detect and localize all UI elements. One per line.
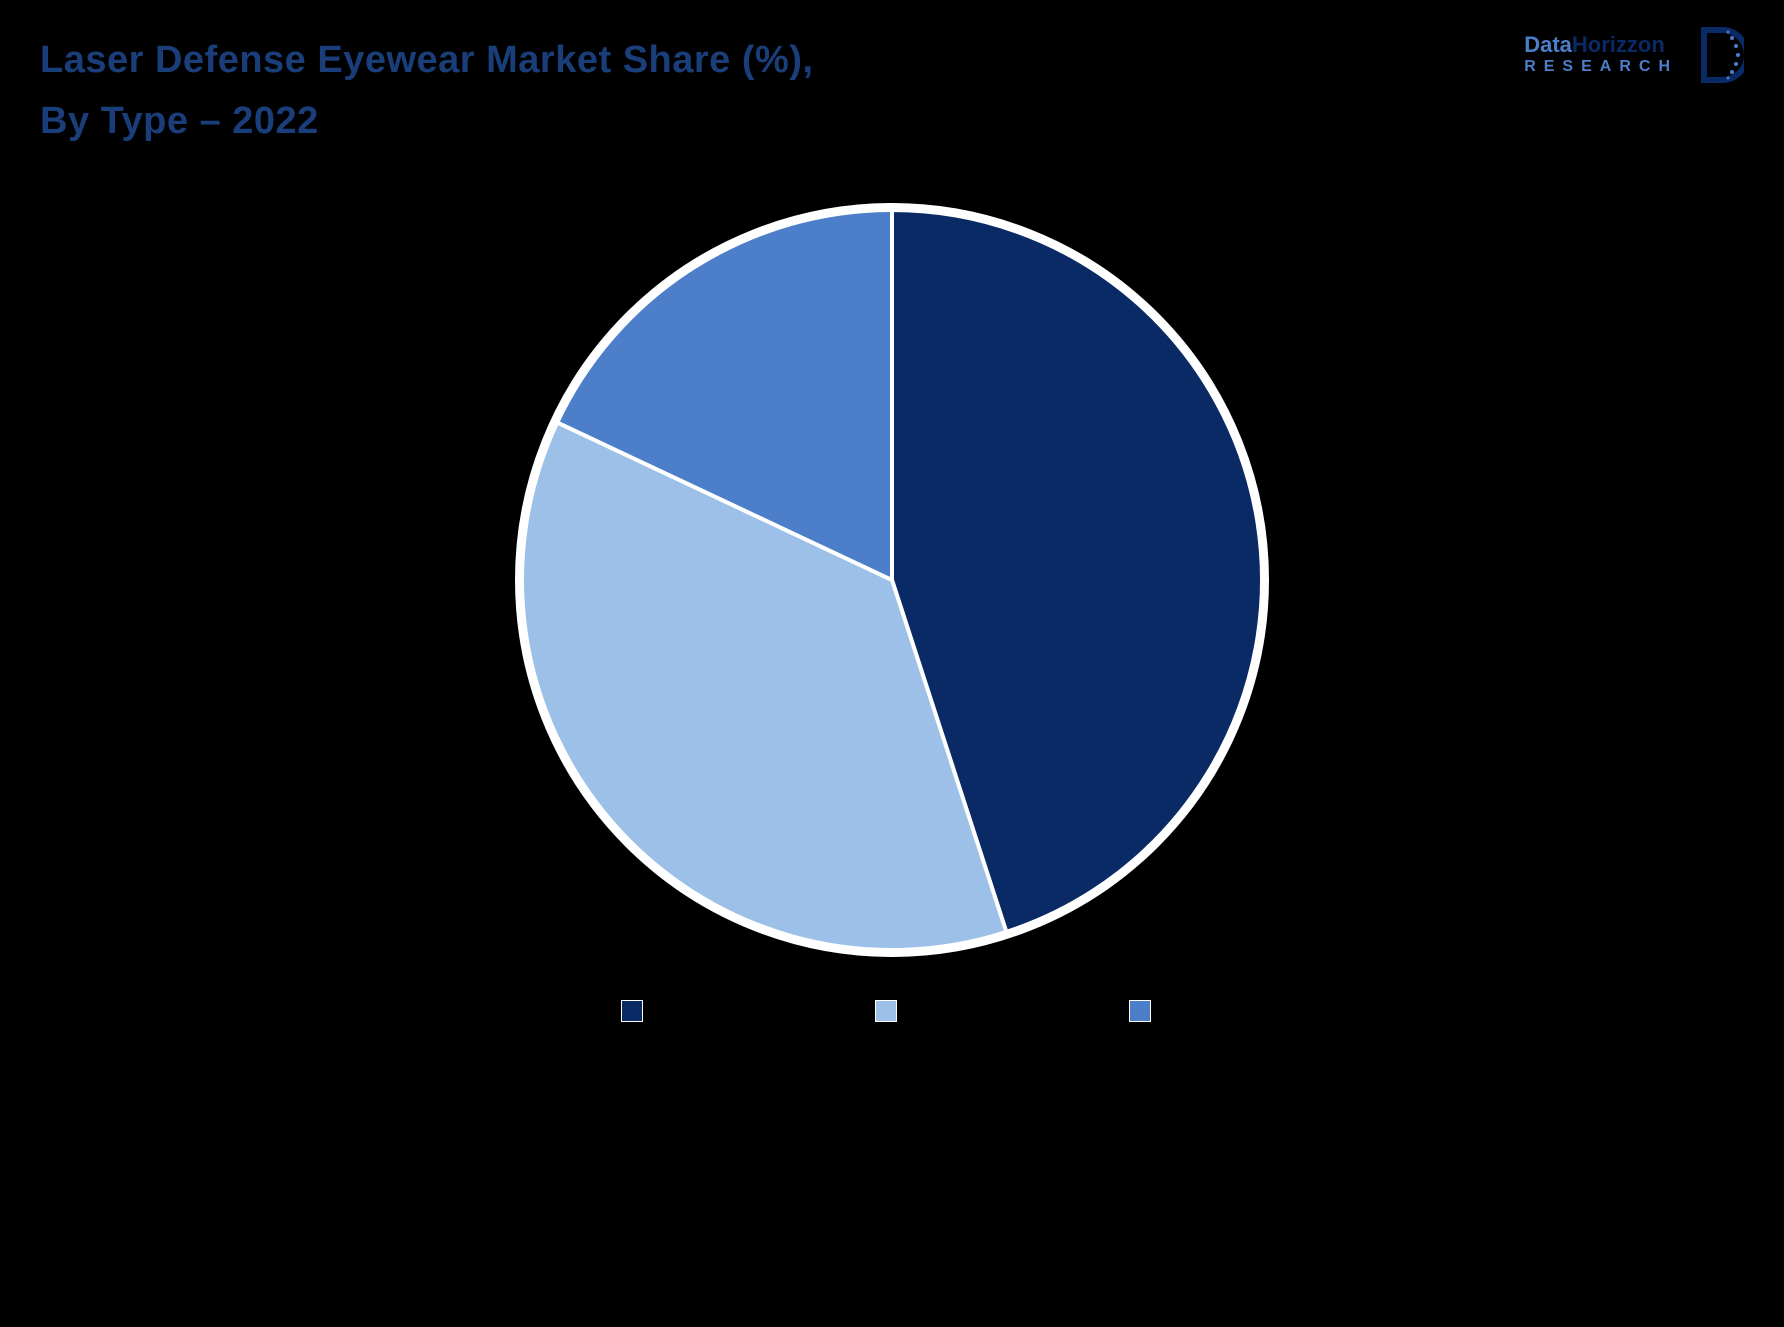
brand-logo: DataHorizzon RESEARCH: [1524, 20, 1744, 90]
chart-title-line1: Laser Defense Eyewear Market Share (%),: [40, 30, 814, 91]
legend-item: [1129, 1000, 1163, 1022]
brand-mark-icon: [1684, 20, 1744, 90]
chart-container: [512, 200, 1272, 1022]
brand-logo-text: DataHorizzon RESEARCH: [1524, 32, 1678, 78]
chart-title-line2: By Type – 2022: [40, 91, 814, 152]
legend-swatch: [1129, 1000, 1151, 1022]
legend-swatch: [621, 1000, 643, 1022]
legend-item: [621, 1000, 655, 1022]
brand-name: DataHorizzon: [1524, 32, 1665, 58]
legend-swatch: [875, 1000, 897, 1022]
brand-subline: RESEARCH: [1524, 58, 1678, 76]
brand-suffix: Horizzon: [1572, 32, 1665, 57]
legend-item: [875, 1000, 909, 1022]
pie-chart: [512, 200, 1272, 960]
chart-title-block: Laser Defense Eyewear Market Share (%), …: [40, 30, 814, 152]
legend: [621, 1000, 1163, 1022]
brand-prefix: Data: [1524, 32, 1572, 57]
